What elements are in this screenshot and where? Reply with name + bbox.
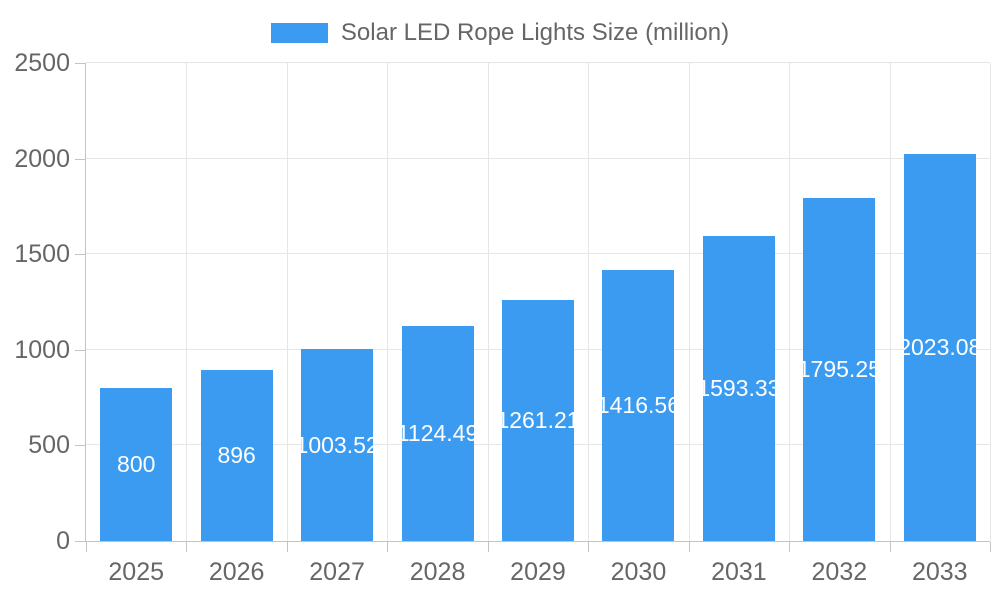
x-tick-mark <box>990 542 991 552</box>
x-tick-mark <box>186 542 188 552</box>
bar-2027[interactable]: 1003.52 <box>301 349 374 541</box>
x-tick-mark <box>487 542 489 552</box>
y-tick-mark <box>75 158 85 160</box>
bar-2030[interactable]: 1416.56 <box>602 270 675 541</box>
y-tick-mark <box>75 349 85 351</box>
bar-2028[interactable]: 1124.49 <box>401 325 474 541</box>
x-tick-mark <box>286 542 288 552</box>
v-gridline <box>688 63 690 541</box>
bar-value-label: 1003.52 <box>301 431 374 458</box>
h-gridline <box>86 253 990 255</box>
bar-value-label: 896 <box>217 441 256 468</box>
x-tick-label-2030: 2030 <box>610 558 667 586</box>
v-gridline <box>286 63 288 541</box>
bar-value-label: 800 <box>117 451 156 477</box>
x-tick-mark <box>86 542 87 552</box>
bar-2025[interactable]: 800 <box>100 388 173 541</box>
y-tick-label: 1000 <box>14 335 70 364</box>
y-tick-mark <box>75 63 85 64</box>
x-tick-label-2031: 2031 <box>711 558 767 586</box>
x-tick-label-2027: 2027 <box>309 558 365 586</box>
x-tick-label-2029: 2029 <box>510 558 566 586</box>
bar-2026[interactable]: 896 <box>200 369 273 541</box>
bar-2033[interactable]: 2023.08 <box>903 154 976 541</box>
x-tick-mark <box>889 542 891 552</box>
v-gridline <box>387 63 389 541</box>
y-tick-label: 2500 <box>14 49 70 77</box>
v-gridline <box>789 63 791 541</box>
v-gridline <box>990 63 991 541</box>
bar-value-label: 1124.49 <box>402 419 474 446</box>
bar-value-label: 2023.08 <box>903 334 976 361</box>
y-tick-mark <box>75 254 85 256</box>
bar-value-label: 1593.33 <box>702 375 775 402</box>
y-tick-mark <box>75 445 85 447</box>
y-tick-label: 1500 <box>14 240 70 269</box>
legend-label: Solar LED Rope Lights Size (million) <box>340 19 730 46</box>
bar-2032[interactable]: 1795.25 <box>803 197 876 541</box>
x-tick-mark <box>588 542 590 552</box>
y-tick-label: 0 <box>56 527 70 555</box>
x-tick-mark <box>688 542 690 552</box>
bar-2031[interactable]: 1593.33 <box>702 236 775 541</box>
v-gridline <box>889 63 891 541</box>
x-tick-label-2025: 2025 <box>108 558 165 586</box>
bar-value-label: 1795.25 <box>803 355 876 382</box>
x-tick-label-2026: 2026 <box>208 558 265 586</box>
x-axis-line <box>85 541 990 542</box>
h-gridline <box>86 62 990 63</box>
bar-2029[interactable]: 1261.21 <box>502 299 574 541</box>
x-tick-label-2033: 2033 <box>911 558 968 586</box>
y-tick-label: 2000 <box>14 144 70 173</box>
y-tick-label: 500 <box>28 431 70 460</box>
x-tick-mark <box>789 542 791 552</box>
x-tick-label-2032: 2032 <box>811 558 868 586</box>
v-gridline <box>487 63 489 541</box>
v-gridline <box>186 63 188 541</box>
x-tick-label-2028: 2028 <box>409 558 466 586</box>
legend-swatch <box>270 23 328 43</box>
legend-item[interactable]: Solar LED Rope Lights Size (million) <box>0 18 1000 48</box>
bar-value-label: 1261.21 <box>502 406 574 433</box>
y-tick-mark <box>75 541 85 542</box>
x-tick-mark <box>387 542 389 552</box>
v-gridline <box>588 63 590 541</box>
y-axis-line <box>85 63 86 542</box>
h-gridline <box>86 157 990 159</box>
bar-value-label: 1416.56 <box>602 392 675 419</box>
